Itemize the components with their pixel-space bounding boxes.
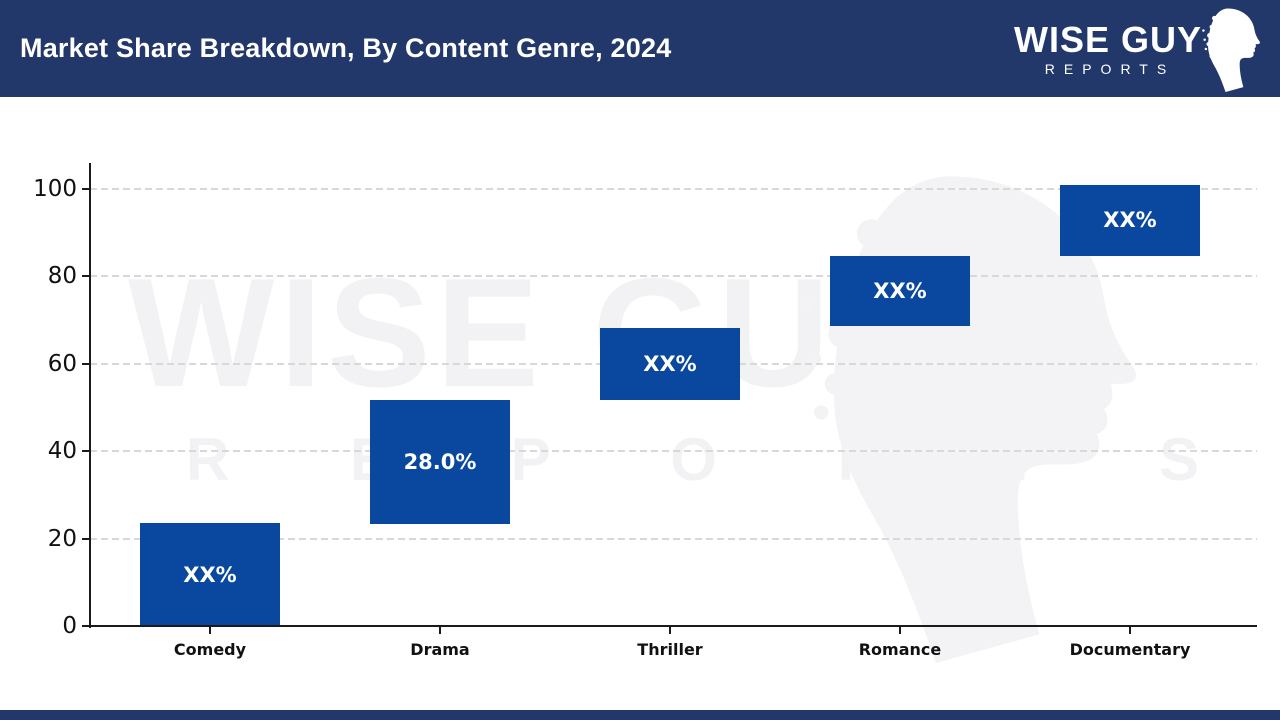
x-tick-mark (209, 627, 211, 634)
y-tick-mark (82, 450, 89, 452)
y-tick-label: 100 (33, 175, 77, 202)
bar-drama: 28.0% (370, 399, 510, 525)
bar-value-label: XX% (1103, 208, 1157, 233)
gridline (90, 275, 1257, 277)
y-tick-label: 80 (47, 263, 77, 289)
y-tick-label: 20 (47, 525, 77, 552)
x-tick-mark (899, 627, 901, 634)
bar-value-label: 28.0% (403, 449, 477, 474)
y-tick-label: 0 (62, 613, 77, 639)
y-tick-mark (82, 275, 89, 277)
bar-documentary: XX% (1060, 185, 1200, 256)
y-tick-label: 40 (47, 438, 77, 464)
logo-line2: REPORTS (1044, 60, 1176, 77)
x-category-label: Drama (410, 640, 470, 659)
x-tick-mark (1129, 627, 1131, 634)
y-tick-mark (82, 187, 89, 190)
x-tick-mark (439, 627, 441, 634)
gridline (90, 187, 1257, 190)
y-tick-mark (82, 625, 89, 627)
bar-value-label: XX% (873, 279, 927, 304)
bar-thriller: XX% (600, 328, 740, 400)
y-tick-mark (82, 537, 89, 540)
footer-bar (0, 710, 1280, 720)
header-bar: Market Share Breakdown, By Content Genre… (0, 0, 1280, 97)
y-tick-mark (82, 362, 89, 365)
gridline (90, 450, 1257, 452)
watermark-text-wise-guy: WISE GUY (128, 246, 944, 419)
bar-value-label: XX% (183, 562, 237, 587)
x-category-label: Romance (858, 640, 942, 659)
chart-title: Market Share Breakdown, By Content Genre… (20, 33, 672, 63)
x-tick-mark (669, 627, 671, 634)
logo-text: WISE GUY REPORTS (1013, 18, 1202, 77)
wise-guy-head-logo-icon (1202, 7, 1260, 92)
x-axis-line (89, 625, 1257, 627)
gridline (90, 537, 1257, 540)
x-category-label: Comedy (173, 640, 247, 659)
wise-guy-reports-logo: WISE GUY REPORTS (1014, 6, 1266, 92)
y-tick-label: 60 (47, 350, 77, 377)
bar-comedy: XX% (140, 523, 280, 626)
x-category-label: Documentary (1069, 640, 1191, 659)
logo-line1: WISE GUY (1013, 18, 1202, 60)
y-axis-line (89, 163, 91, 628)
bar-value-label: XX% (643, 351, 697, 376)
x-category-label: Thriller (637, 640, 703, 659)
bar-romance: XX% (830, 256, 970, 326)
